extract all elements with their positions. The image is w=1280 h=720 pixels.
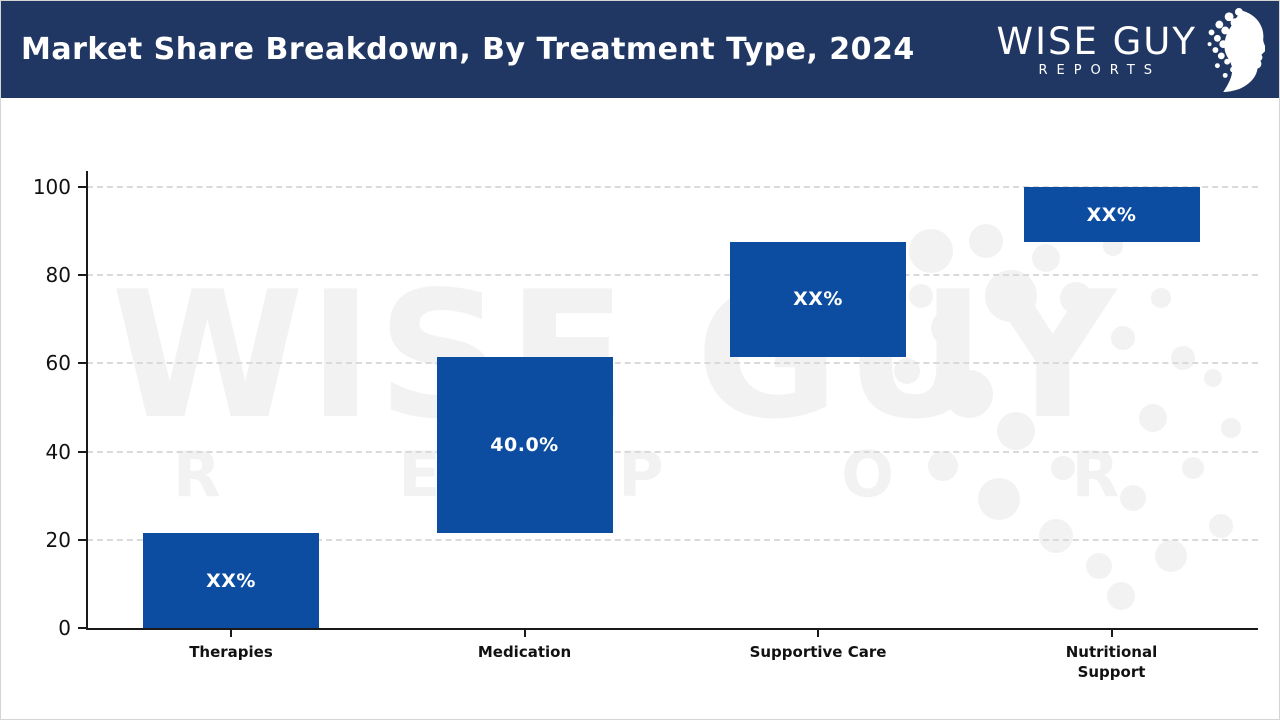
- bar-value-label-0: XX%: [206, 569, 256, 592]
- x-axis-spine: [86, 628, 1258, 630]
- bar-value-label-2: XX%: [793, 288, 843, 311]
- gridline-80: [87, 274, 1258, 277]
- gridline-20: [87, 538, 1258, 541]
- x-tick-label-0: Therapies: [189, 643, 273, 661]
- watermark-wiseguy-text: WISE GUY: [111, 255, 1121, 458]
- y-tick-80: [78, 274, 86, 277]
- gridline-60: [87, 362, 1258, 365]
- x-tick-label-1: Medication: [477, 643, 572, 661]
- brand-logo-text: WISE GUY REPORTS: [996, 19, 1197, 79]
- y-tick-label-100: 100: [32, 175, 71, 199]
- y-tick-40: [78, 450, 86, 453]
- brand-subname: REPORTS: [1038, 63, 1162, 79]
- y-axis-spine: [86, 171, 88, 630]
- x-tick-label-3: Nutritional Support: [1065, 643, 1158, 681]
- brand-face-icon: [1207, 7, 1265, 93]
- gridline-40: [87, 450, 1258, 453]
- bar-1: 40.0%: [436, 356, 613, 534]
- bar-0: XX%: [143, 533, 319, 628]
- y-tick-label-20: 20: [45, 527, 71, 552]
- x-tick-0: [230, 630, 232, 637]
- page-title: Market Share Breakdown, By Treatment Typ…: [21, 32, 915, 67]
- x-tick-label-2: Supportive Care: [749, 643, 887, 661]
- y-tick-0: [78, 627, 86, 629]
- y-tick-label-80: 80: [45, 263, 71, 288]
- bar-value-label-3: XX%: [1086, 203, 1137, 226]
- y-tick-label-0: 0: [58, 616, 71, 640]
- x-tick-2: [817, 630, 819, 637]
- bar-value-label-1: 40.0%: [490, 433, 559, 456]
- y-tick-100: [78, 186, 86, 188]
- x-tick-1: [523, 630, 526, 637]
- y-tick-label-40: 40: [45, 439, 71, 464]
- brand-name: WISE GUY: [996, 19, 1197, 63]
- watermark-reports-text: R E P O R T S: [173, 438, 1279, 511]
- watermark-face-dots-icon: [872, 224, 1241, 610]
- gridline-100: [87, 186, 1258, 188]
- header: Market Share Breakdown, By Treatment Typ…: [1, 1, 1279, 98]
- bar-2: XX%: [730, 242, 906, 357]
- y-tick-60: [78, 362, 86, 365]
- bar-3: XX%: [1023, 187, 1200, 243]
- brand-logo: WISE GUY REPORTS: [997, 7, 1265, 93]
- y-tick-label-60: 60: [45, 351, 71, 376]
- y-tick-20: [78, 538, 86, 541]
- x-tick-3: [1110, 630, 1113, 637]
